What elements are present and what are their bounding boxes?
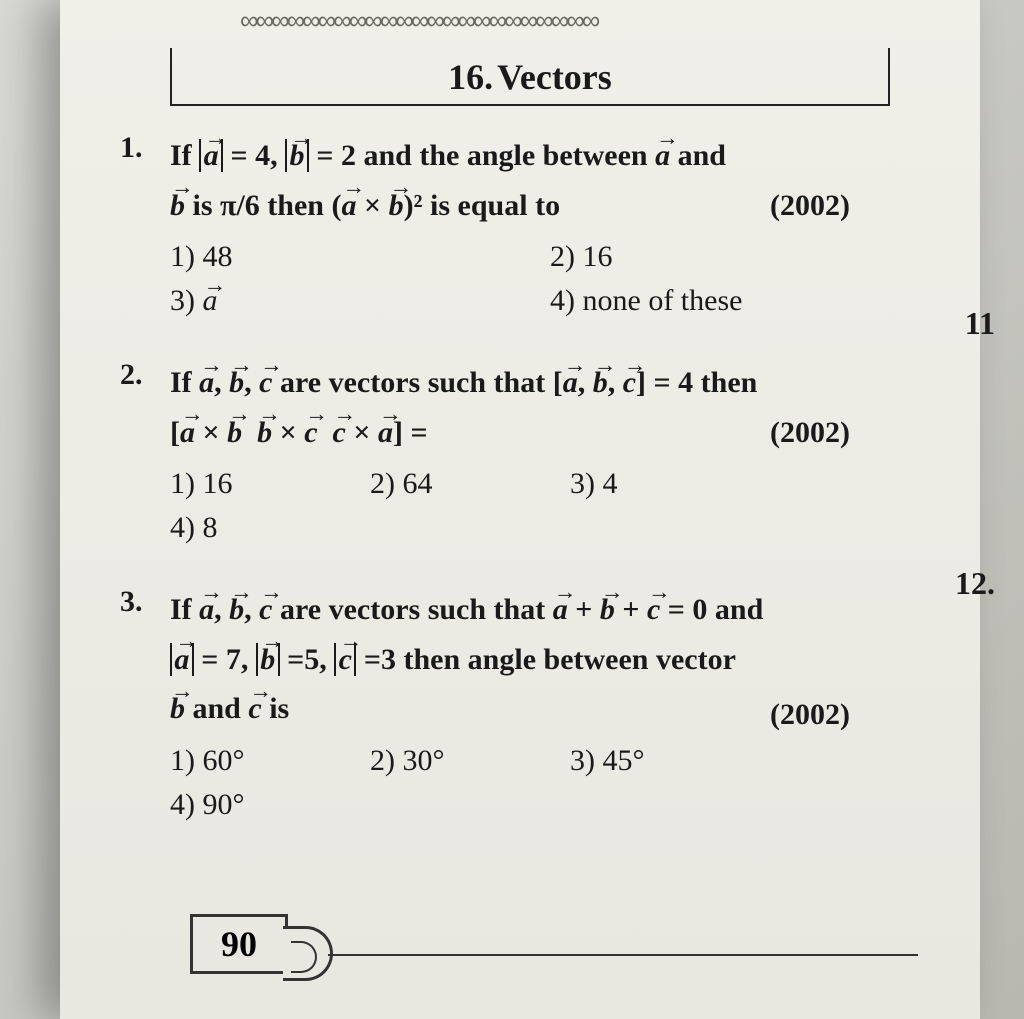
options-container: 1) 60° 2) 30° 3) 45° 4) 90° bbox=[170, 744, 910, 832]
q3-rhs: 0 bbox=[692, 593, 707, 626]
question-2: 2. If a, b, c are vectors such that [a, … bbox=[170, 358, 910, 555]
q3-c-mag: 3 bbox=[381, 643, 396, 676]
option-1: 1) 16 bbox=[170, 467, 345, 501]
q3-b-mag: 5 bbox=[304, 643, 319, 676]
chapter-title: Vectors bbox=[497, 57, 612, 97]
chapter-number: 16. bbox=[448, 57, 493, 97]
chapter-title-box: 16. Vectors bbox=[170, 48, 890, 106]
options-container: 1) 48 2) 16 3) a 4) none of these bbox=[170, 240, 910, 328]
option-1: 1) 48 bbox=[170, 240, 520, 274]
question-text: If a, b, c are vectors such that a + b +… bbox=[170, 585, 910, 734]
q2-val: 4 bbox=[678, 366, 693, 399]
question-1: 1. If a = 4, b = 2 and the angle between… bbox=[170, 131, 910, 328]
q1-text-part: is π/6 then ( bbox=[185, 189, 341, 222]
q3-text-part: are vectors such that bbox=[273, 593, 553, 626]
option-2: 2) 64 bbox=[370, 467, 545, 501]
q1-text-part: If bbox=[170, 139, 199, 172]
q2-text-part: If bbox=[170, 366, 199, 399]
page-number-box: 90 bbox=[190, 914, 288, 974]
q3-text-part: If bbox=[170, 593, 199, 626]
option-4: 4) 90° bbox=[170, 788, 345, 822]
q2-text-part: are vectors such that [ bbox=[273, 366, 563, 399]
q3-text-part: and bbox=[707, 593, 763, 626]
spiral-decoration: ∞∞∞∞∞∞∞∞∞∞∞∞∞∞∞∞∞∞∞∞∞∞∞ bbox=[240, 5, 597, 36]
options-container: 1) 16 2) 64 3) 4 4) 8 bbox=[170, 467, 910, 555]
q3-text-part: and bbox=[185, 692, 248, 725]
q1-a-mag: 4 bbox=[255, 139, 270, 172]
q3-text-part: then angle between vector bbox=[396, 643, 736, 676]
option-2: 2) 16 bbox=[550, 240, 730, 274]
option-3: 3) a bbox=[170, 284, 520, 318]
q3-a-mag: 7 bbox=[226, 643, 241, 676]
option-2: 2) 30° bbox=[370, 744, 545, 778]
question-year: (2002) bbox=[770, 408, 850, 458]
question-number: 3. bbox=[120, 585, 143, 619]
option-4: 4) 8 bbox=[170, 511, 345, 545]
textbook-page: ∞∞∞∞∞∞∞∞∞∞∞∞∞∞∞∞∞∞∞∞∞∞∞ 16. Vectors 1. I… bbox=[60, 0, 980, 1019]
option-3: 3) 45° bbox=[570, 744, 745, 778]
question-number: 2. bbox=[120, 358, 143, 392]
q2-text-part: then bbox=[693, 366, 757, 399]
question-number: 1. bbox=[120, 131, 143, 165]
q1-text-part: and the angle between bbox=[356, 139, 655, 172]
question-year: (2002) bbox=[770, 690, 850, 740]
option-1: 1) 60° bbox=[170, 744, 345, 778]
question-text: If a, b, c are vectors such that [a, b, … bbox=[170, 358, 910, 457]
footer-line bbox=[328, 954, 918, 957]
question-3: 3. If a, b, c are vectors such that a + … bbox=[170, 585, 910, 832]
side-page-num-11: 11 bbox=[965, 305, 995, 342]
side-page-num-12: 12. bbox=[955, 565, 995, 602]
option-4: 4) none of these bbox=[550, 284, 742, 318]
q1-text-part: )² is equal to bbox=[404, 189, 561, 222]
q1-b-mag: 2 bbox=[341, 139, 356, 172]
question-text: If a = 4, b = 2 and the angle between a … bbox=[170, 131, 910, 230]
option-3: 3) 4 bbox=[570, 467, 745, 501]
question-year: (2002) bbox=[770, 181, 850, 231]
